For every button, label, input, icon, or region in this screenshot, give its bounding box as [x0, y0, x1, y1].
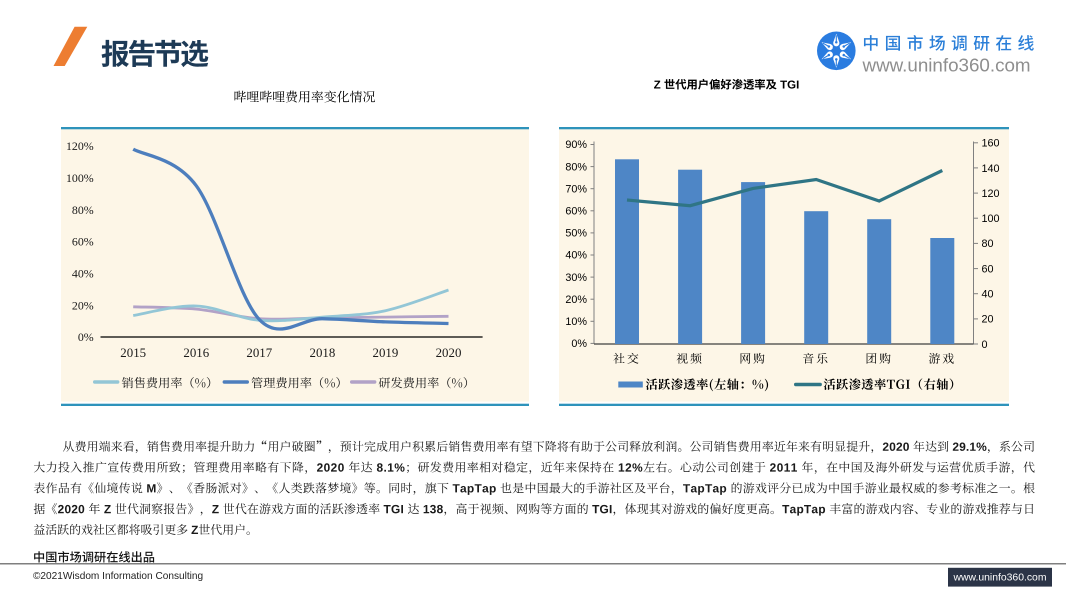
svg-text:90%: 90% — [565, 139, 587, 151]
svg-text:2017: 2017 — [246, 346, 272, 360]
svg-text:60: 60 — [982, 263, 994, 275]
svg-text:80: 80 — [982, 238, 994, 250]
svg-text:www.uninfo360.com: www.uninfo360.com — [953, 573, 1047, 584]
svg-text:100%: 100% — [66, 171, 94, 185]
svg-text:120: 120 — [982, 188, 1000, 200]
svg-text:20: 20 — [982, 314, 994, 326]
svg-text:60%: 60% — [565, 206, 587, 218]
svg-text:2018: 2018 — [310, 346, 336, 360]
svg-text:40: 40 — [982, 289, 994, 301]
svg-text:0%: 0% — [78, 330, 94, 344]
svg-text:120%: 120% — [66, 139, 94, 153]
svg-text:0%: 0% — [571, 338, 587, 350]
svg-text:20%: 20% — [565, 294, 587, 306]
svg-text:2015: 2015 — [120, 346, 146, 360]
svg-text:40%: 40% — [565, 250, 587, 262]
svg-text:140: 140 — [982, 163, 1000, 175]
svg-text:0: 0 — [982, 339, 988, 351]
svg-text:2016: 2016 — [183, 346, 209, 360]
svg-text:10%: 10% — [565, 316, 587, 328]
svg-text:2020: 2020 — [436, 346, 462, 360]
svg-text:160: 160 — [982, 138, 1000, 150]
svg-text:www.uninfo360.com: www.uninfo360.com — [862, 54, 1031, 75]
svg-text:100: 100 — [982, 213, 1000, 225]
svg-text:80%: 80% — [72, 203, 94, 217]
svg-text:50%: 50% — [565, 228, 587, 240]
svg-text:20%: 20% — [72, 298, 94, 312]
svg-text:80%: 80% — [565, 161, 587, 173]
svg-text:60%: 60% — [72, 235, 94, 249]
svg-text:2019: 2019 — [373, 346, 399, 360]
svg-text:70%: 70% — [565, 183, 587, 195]
svg-text:©2021Wisdom Information Consul: ©2021Wisdom Information Consulting — [33, 571, 203, 582]
svg-text:40%: 40% — [72, 266, 94, 280]
svg-text:30%: 30% — [565, 272, 587, 284]
